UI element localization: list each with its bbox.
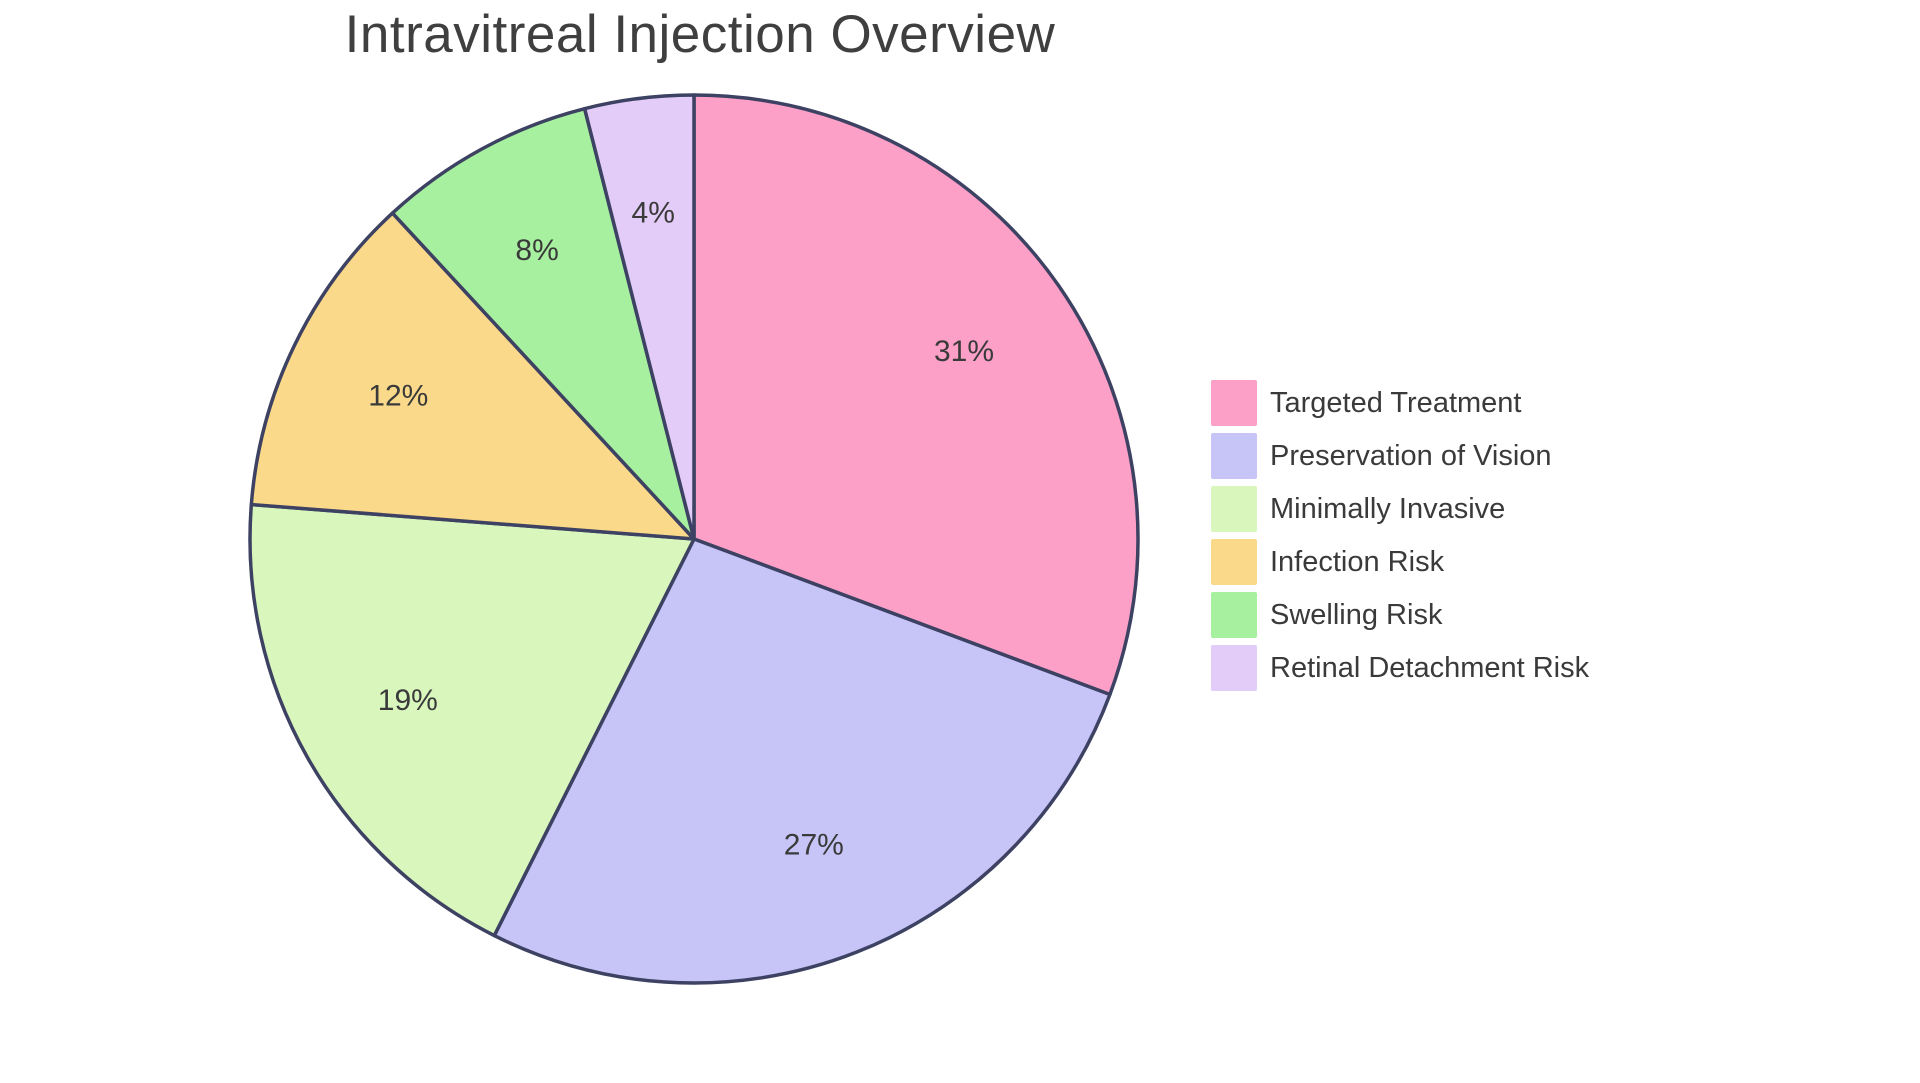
pie-slice-percent-label: 31% bbox=[934, 335, 994, 368]
legend-item-retinal-detachment-risk: Retinal Detachment Risk bbox=[1211, 645, 1589, 691]
pie-slice-preservation-of-vision bbox=[492, 537, 1112, 985]
legend-swatch bbox=[1211, 539, 1257, 585]
pie-slice-percent-label: 19% bbox=[378, 684, 438, 717]
legend-label: Minimally Invasive bbox=[1270, 492, 1506, 525]
legend: Targeted Treatment Preservation of Visio… bbox=[1211, 380, 1589, 698]
legend-swatch bbox=[1211, 433, 1257, 479]
legend-swatch bbox=[1211, 486, 1257, 532]
legend-swatch bbox=[1211, 592, 1257, 638]
pie-slice-swelling-risk bbox=[390, 106, 696, 541]
legend-item-swelling-risk: Swelling Risk bbox=[1211, 592, 1589, 638]
legend-item-preservation-of-vision: Preservation of Vision bbox=[1211, 433, 1589, 479]
pie-slice-retinal-detachment-risk bbox=[582, 93, 696, 541]
pie-slice-percent-label: 27% bbox=[784, 828, 844, 861]
legend-label: Retinal Detachment Risk bbox=[1270, 651, 1590, 684]
pie-chart: 31% 27% 19% 12% 8% 4% bbox=[248, 93, 1140, 985]
legend-item-infection-risk: Infection Risk bbox=[1211, 539, 1589, 585]
legend-swatch bbox=[1211, 645, 1257, 691]
legend-label: Infection Risk bbox=[1270, 545, 1445, 578]
pie-slice-percent-label: 4% bbox=[632, 197, 675, 230]
legend-swatch bbox=[1211, 380, 1257, 426]
pie-slice-targeted-treatment bbox=[692, 93, 1140, 697]
pie-slice-infection-risk bbox=[249, 211, 696, 541]
pie-slice-minimally-invasive bbox=[248, 502, 696, 938]
legend-label: Targeted Treatment bbox=[1270, 386, 1522, 419]
pie-slice-percent-label: 12% bbox=[368, 379, 428, 412]
legend-item-targeted-treatment: Targeted Treatment bbox=[1211, 380, 1589, 426]
legend-item-minimally-invasive: Minimally Invasive bbox=[1211, 486, 1589, 532]
legend-label: Preservation of Vision bbox=[1270, 439, 1552, 472]
legend-label: Swelling Risk bbox=[1270, 598, 1443, 631]
chart-title: Intravitreal Injection Overview bbox=[344, 5, 1056, 64]
pie-slice-percent-label: 8% bbox=[515, 234, 558, 267]
